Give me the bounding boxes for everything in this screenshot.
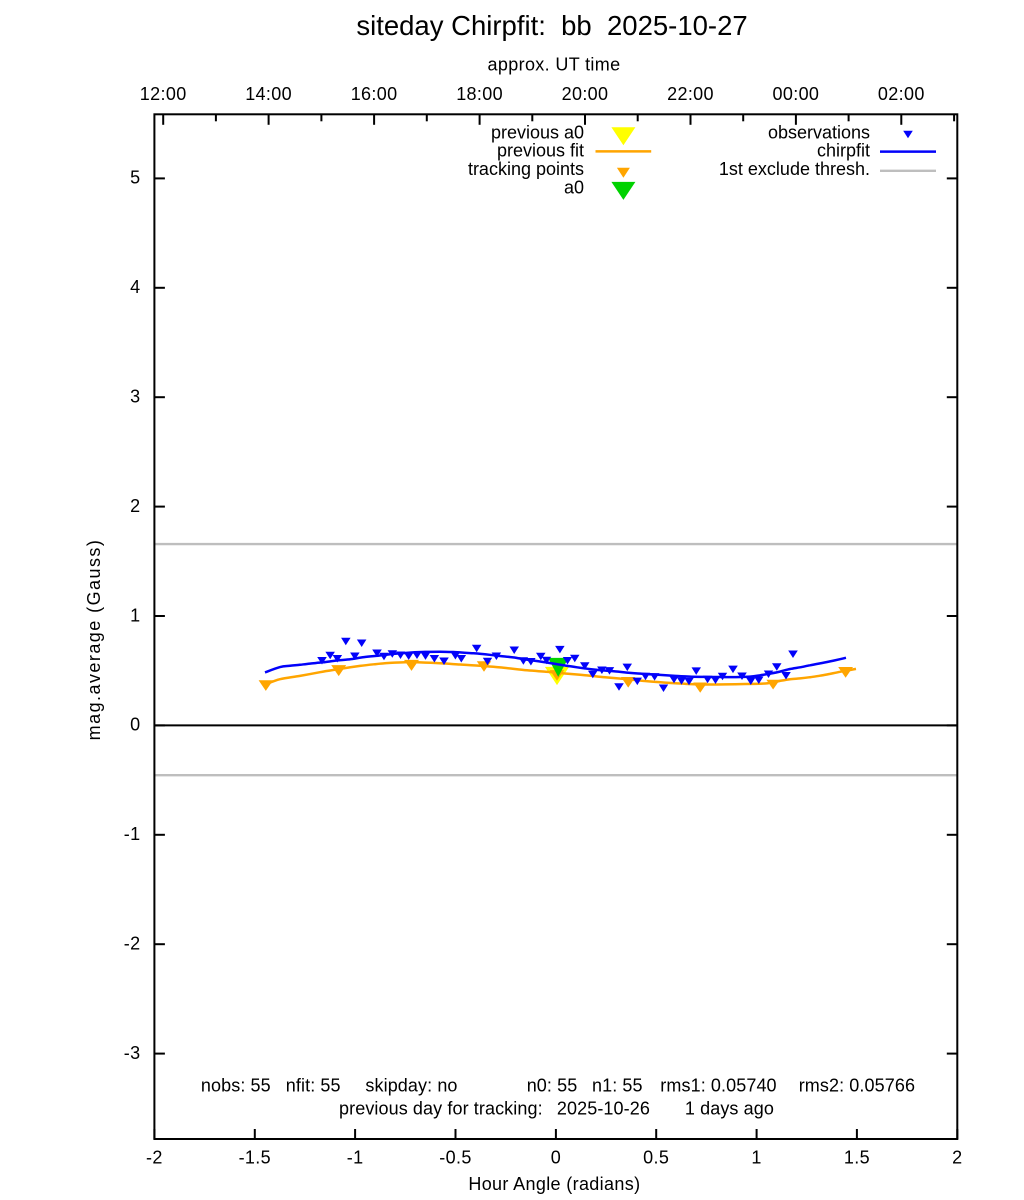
svg-text:1.5: 1.5 [844,1148,870,1168]
svg-text:16:00: 16:00 [351,84,398,104]
svg-text:18:00: 18:00 [456,84,503,104]
svg-text:a0: a0 [564,178,584,198]
svg-text:previous a0: previous a0 [491,122,584,142]
svg-text:-1: -1 [124,824,141,844]
svg-text:2025-10-26: 2025-10-26 [557,1098,650,1118]
svg-text:mag.average (Gauss): mag.average (Gauss) [84,539,104,741]
svg-text:2: 2 [952,1148,962,1168]
svg-text:02:00: 02:00 [878,84,925,104]
svg-text:-2: -2 [146,1148,163,1168]
svg-text:1 days ago: 1 days ago [685,1098,774,1118]
svg-text:approx. UT time: approx. UT time [488,55,621,75]
svg-text:0.5: 0.5 [643,1148,669,1168]
svg-text:nfit: 55: nfit: 55 [286,1075,341,1095]
svg-text:previous day for tracking:: previous day for tracking: [339,1098,543,1118]
svg-text:n0: 55: n0: 55 [527,1075,578,1095]
svg-text:2: 2 [130,496,140,516]
svg-text:14:00: 14:00 [245,84,292,104]
svg-text:siteday Chirpfit: bb 2025-10: siteday Chirpfit: bb 2025-10-27 [356,10,747,41]
svg-text:-0.5: -0.5 [439,1148,471,1168]
svg-text:3: 3 [130,387,140,407]
svg-text:rms2: 0.05766: rms2: 0.05766 [799,1075,915,1095]
svg-text:-1: -1 [347,1148,364,1168]
svg-text:5: 5 [130,168,140,188]
svg-text:Hour Angle (radians): Hour Angle (radians) [468,1174,640,1194]
svg-text:rms1: 0.05740: rms1: 0.05740 [660,1075,776,1095]
svg-text:chirpfit: chirpfit [817,141,870,161]
svg-text:00:00: 00:00 [773,84,820,104]
svg-text:-2: -2 [124,934,141,954]
svg-text:nobs: 55: nobs: 55 [201,1075,271,1095]
svg-text:0: 0 [551,1148,561,1168]
svg-text:n1: 55: n1: 55 [592,1075,643,1095]
svg-text:0: 0 [130,715,140,735]
svg-text:observations: observations [768,122,870,142]
svg-text:22:00: 22:00 [667,84,714,104]
svg-text:previous fit: previous fit [497,141,584,161]
svg-text:20:00: 20:00 [562,84,609,104]
svg-text:1st exclude thresh.: 1st exclude thresh. [719,159,870,179]
svg-text:1: 1 [751,1148,761,1168]
svg-text:-1.5: -1.5 [239,1148,271,1168]
svg-text:skipday: no: skipday: no [365,1075,457,1095]
svg-text:-3: -3 [124,1043,141,1063]
svg-text:4: 4 [130,277,140,297]
svg-text:tracking points: tracking points [468,159,584,179]
svg-text:12:00: 12:00 [140,84,187,104]
svg-text:1: 1 [130,605,140,625]
